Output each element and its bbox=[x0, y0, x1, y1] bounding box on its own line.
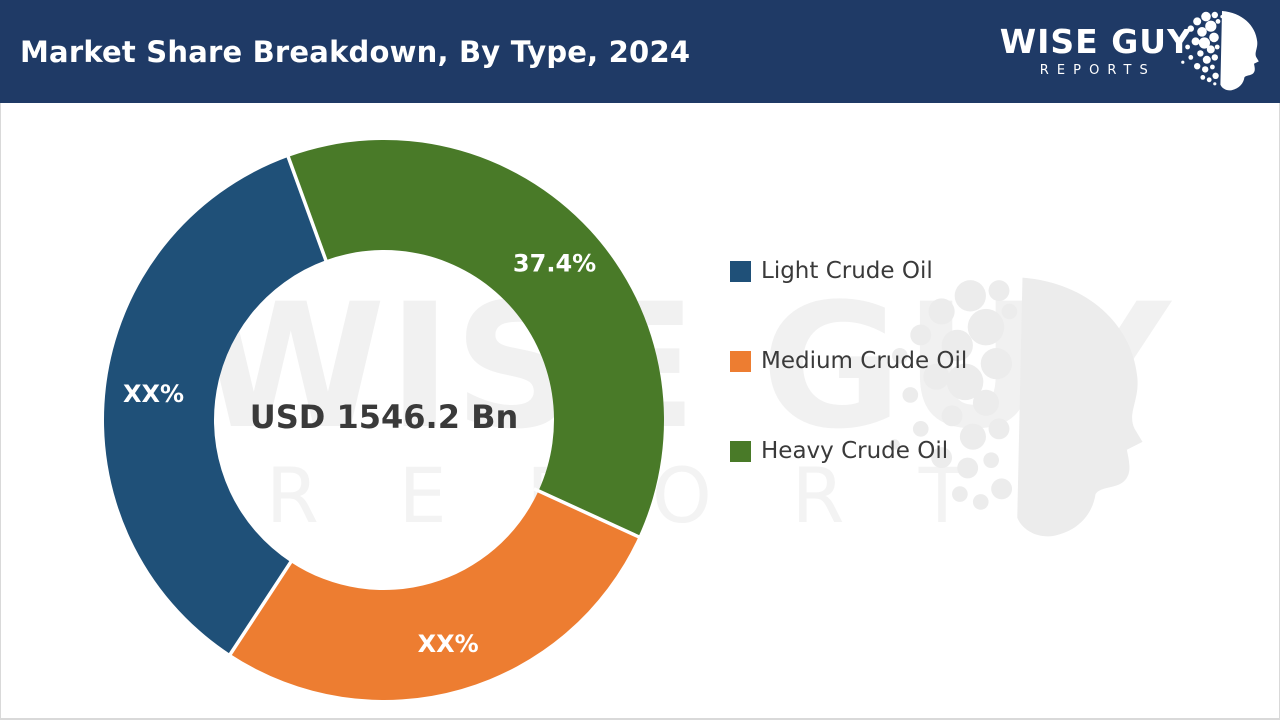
header-bar: Market Share Breakdown, By Type, 2024 WI… bbox=[0, 0, 1280, 103]
legend-item-medium-crude-oil[interactable]: Medium Crude Oil bbox=[730, 344, 967, 378]
logo-face-icon bbox=[1181, 10, 1259, 90]
segment-separator bbox=[285, 154, 330, 266]
donut-segment-light-crude-oil[interactable] bbox=[103, 156, 326, 655]
wise-guy-reports-logo: WISE GUY REPORTS bbox=[1000, 6, 1270, 98]
legend-label: Heavy Crude Oil bbox=[761, 437, 949, 464]
segment-label-light-crude-oil: XX% bbox=[123, 380, 184, 408]
donut-chart[interactable]: 37.4% XX% XX% bbox=[84, 120, 684, 720]
legend-item-heavy-crude-oil[interactable]: Heavy Crude Oil bbox=[730, 434, 967, 468]
segment-label-medium-crude-oil: XX% bbox=[418, 630, 479, 658]
legend-swatch-light-crude-oil bbox=[730, 260, 751, 282]
legend-label: Light Crude Oil bbox=[761, 257, 933, 284]
legend-item-light-crude-oil[interactable]: Light Crude Oil bbox=[730, 254, 967, 288]
legend: Light Crude Oil Medium Crude Oil Heavy C… bbox=[730, 254, 967, 468]
segment-label-heavy-crude-oil: 37.4% bbox=[513, 250, 596, 278]
logo-text: WISE GUY REPORTS bbox=[1000, 25, 1192, 78]
chart-center-value: USD 1546.2 Bn bbox=[249, 398, 519, 436]
segment-separator bbox=[533, 487, 642, 540]
logo-subtitle: REPORTS bbox=[1039, 62, 1156, 78]
legend-swatch-heavy-crude-oil bbox=[730, 440, 751, 462]
legend-label: Medium Crude Oil bbox=[761, 347, 968, 374]
legend-swatch-medium-crude-oil bbox=[730, 350, 751, 372]
page-title: Market Share Breakdown, By Type, 2024 bbox=[20, 34, 691, 69]
donut-segment-heavy-crude-oil[interactable] bbox=[288, 139, 664, 537]
logo-wordmark: WISE GUY bbox=[999, 22, 1192, 62]
donut-segment-medium-crude-oil[interactable] bbox=[230, 490, 639, 700]
chart-panel: WISE GUY REPORTS 37.4% XX% XX% USD 1546.2 … bbox=[0, 103, 1280, 720]
segment-separator bbox=[227, 556, 295, 657]
